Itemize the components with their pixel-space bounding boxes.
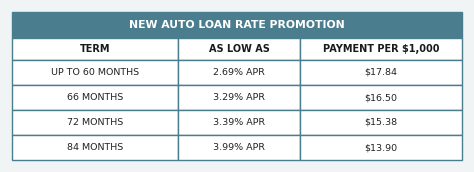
Text: 3.99% APR: 3.99% APR: [213, 143, 265, 152]
Text: UP TO 60 MONTHS: UP TO 60 MONTHS: [51, 68, 139, 77]
Text: NEW AUTO LOAN RATE PROMOTION: NEW AUTO LOAN RATE PROMOTION: [129, 20, 345, 30]
Bar: [300, 60, 462, 85]
Bar: [179, 60, 300, 85]
Bar: [300, 38, 462, 60]
Bar: [12, 38, 179, 60]
Text: AS LOW AS: AS LOW AS: [209, 44, 270, 54]
Text: 66 MONTHS: 66 MONTHS: [67, 93, 123, 102]
Text: 84 MONTHS: 84 MONTHS: [67, 143, 123, 152]
Text: 2.69% APR: 2.69% APR: [213, 68, 265, 77]
Bar: [179, 135, 300, 160]
Bar: [12, 135, 179, 160]
Text: PAYMENT PER $1,000: PAYMENT PER $1,000: [323, 44, 439, 54]
Text: $16.50: $16.50: [365, 93, 398, 102]
Bar: [12, 12, 462, 38]
Text: 72 MONTHS: 72 MONTHS: [67, 118, 123, 127]
Bar: [300, 110, 462, 135]
Bar: [12, 110, 179, 135]
Bar: [300, 85, 462, 110]
Text: $15.38: $15.38: [365, 118, 398, 127]
Text: $13.90: $13.90: [365, 143, 398, 152]
Bar: [179, 110, 300, 135]
Bar: [179, 38, 300, 60]
Text: 3.29% APR: 3.29% APR: [213, 93, 265, 102]
Text: $17.84: $17.84: [365, 68, 398, 77]
Bar: [12, 85, 179, 110]
Text: 3.39% APR: 3.39% APR: [213, 118, 265, 127]
Bar: [12, 60, 179, 85]
Bar: [179, 85, 300, 110]
Text: TERM: TERM: [80, 44, 110, 54]
Bar: [300, 135, 462, 160]
